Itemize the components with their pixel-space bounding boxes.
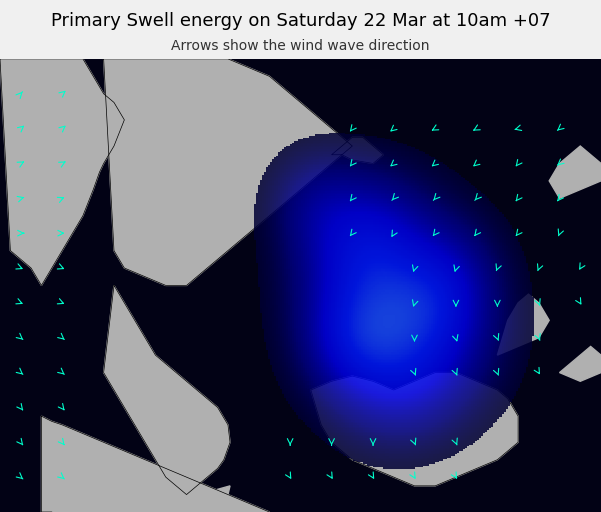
Polygon shape: [103, 286, 230, 495]
Polygon shape: [218, 486, 230, 495]
Polygon shape: [41, 416, 269, 512]
Text: Arrows show the wind wave direction: Arrows show the wind wave direction: [171, 39, 430, 53]
Polygon shape: [0, 59, 124, 286]
Polygon shape: [332, 137, 383, 163]
Polygon shape: [498, 294, 549, 355]
Polygon shape: [103, 59, 352, 286]
Polygon shape: [560, 347, 601, 381]
Polygon shape: [311, 373, 518, 486]
Text: Primary Swell energy on Saturday 22 Mar at 10am +07: Primary Swell energy on Saturday 22 Mar …: [50, 12, 551, 30]
Polygon shape: [549, 146, 601, 198]
